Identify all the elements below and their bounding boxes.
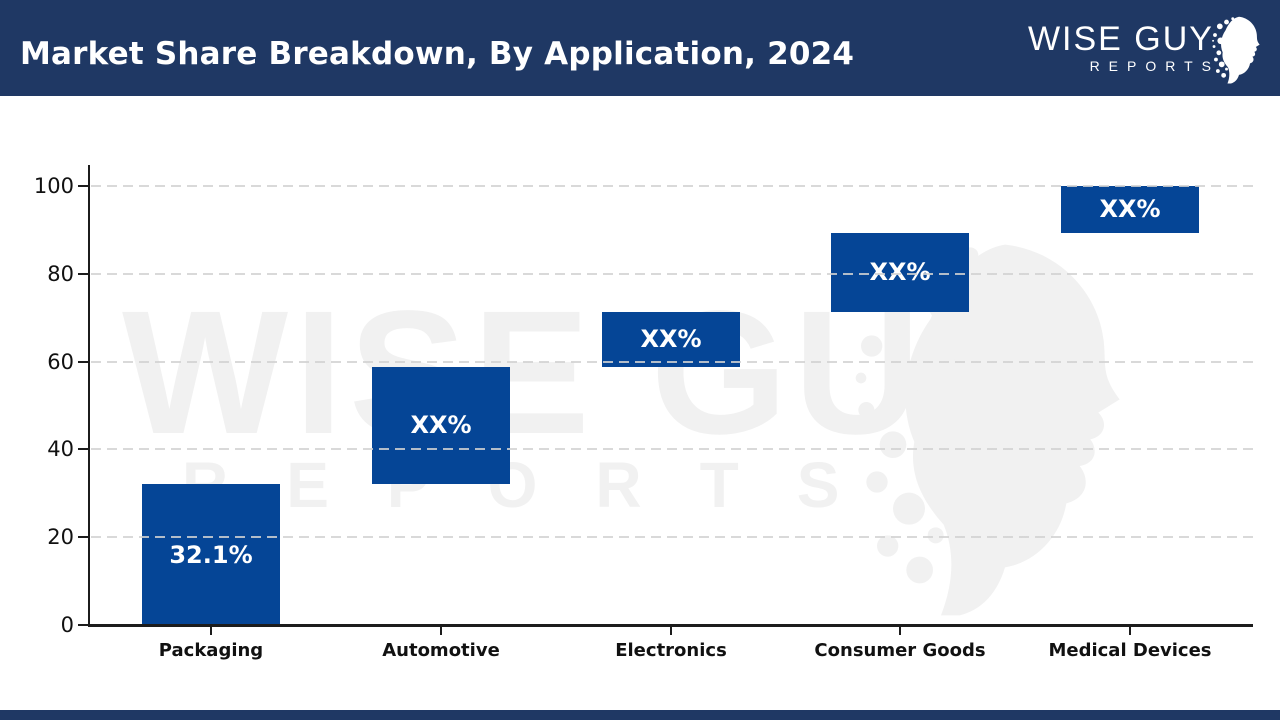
x-axis-tick — [440, 627, 442, 635]
x-axis-tick — [670, 627, 672, 635]
x-axis-tick — [210, 627, 212, 635]
y-axis-tick — [78, 185, 89, 187]
bar-packaging: 32.1% — [142, 484, 280, 625]
bar-value-label: 32.1% — [169, 540, 253, 569]
footer-bar — [0, 710, 1280, 720]
gridline-80 — [91, 272, 1258, 275]
gridline-60 — [91, 360, 1258, 363]
y-axis-tick — [78, 448, 89, 451]
bar-medical-devices: XX% — [1061, 186, 1199, 233]
y-axis-tick — [78, 360, 89, 363]
page-title: Market Share Breakdown, By Application, … — [20, 36, 855, 72]
gridline-20 — [91, 536, 1258, 539]
bar-value-label: XX% — [640, 325, 702, 354]
brand-logo-text: WISE GUY REPORTS — [1028, 21, 1214, 75]
gridline-100 — [91, 185, 1258, 187]
y-tick-label-0: 0 — [60, 613, 74, 637]
y-axis-tick — [78, 624, 89, 626]
x-axis-line — [88, 624, 1253, 627]
y-axis-tick — [78, 272, 89, 275]
bar-value-label: XX% — [1099, 195, 1161, 224]
x-category-label-packaging: Packaging — [158, 640, 264, 661]
gridline-40 — [91, 448, 1258, 451]
x-category-label-automotive: Automotive — [382, 640, 500, 661]
watermark-subtext: REPORTS — [182, 449, 898, 521]
logo-subtext: REPORTS — [1089, 58, 1220, 74]
brand-logo: WISE GUY REPORTS — [1028, 8, 1268, 88]
x-category-label-consumer-goods: Consumer Goods — [814, 640, 986, 661]
x-category-label-electronics: Electronics — [615, 640, 727, 661]
logo-wordmark: WISE GUY — [1027, 20, 1214, 58]
x-axis-tick — [1129, 627, 1131, 635]
bar-electronics: XX% — [602, 311, 740, 367]
bar-consumer-goods: XX% — [831, 232, 969, 312]
x-axis-tick — [899, 627, 901, 635]
x-category-label-medical-devices: Medical Devices — [1048, 640, 1212, 661]
bar-value-label: XX% — [410, 411, 472, 440]
y-tick-label-60: 60 — [47, 349, 74, 374]
y-tick-label-20: 20 — [47, 525, 74, 550]
y-axis-line — [88, 165, 90, 626]
header-bar: Market Share Breakdown, By Application, … — [0, 0, 1280, 96]
y-tick-label-40: 40 — [47, 437, 74, 462]
y-tick-label-100: 100 — [33, 174, 74, 198]
bar-value-label: XX% — [869, 258, 931, 287]
wiseguy-head-icon — [1212, 16, 1260, 84]
bar-automotive: XX% — [372, 366, 510, 485]
y-axis-tick — [78, 536, 89, 539]
y-tick-label-80: 80 — [47, 261, 74, 286]
